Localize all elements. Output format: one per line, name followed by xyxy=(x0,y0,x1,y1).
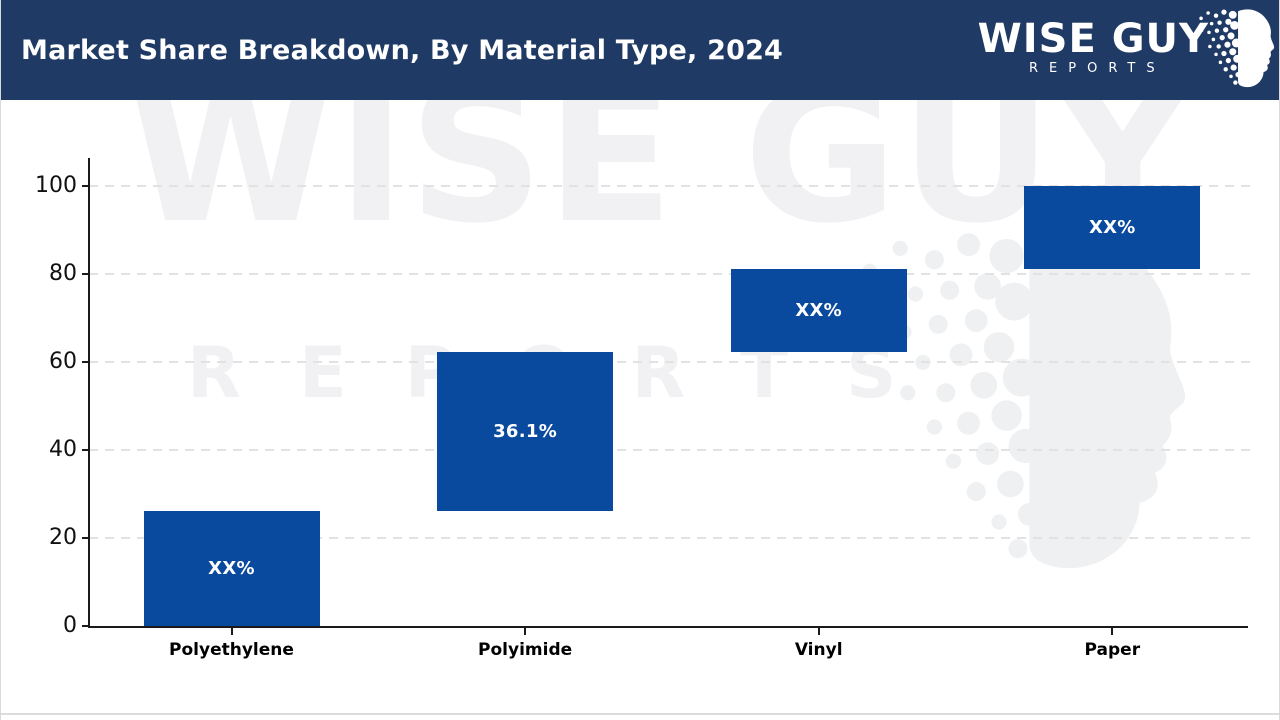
y-tick-label-0: 0 xyxy=(63,613,77,638)
y-tick-label-20: 20 xyxy=(49,525,77,550)
gridline-y20 xyxy=(89,537,1253,539)
bar-polyimide: 36.1% xyxy=(437,352,614,512)
bar-value-label-paper: XX% xyxy=(1088,217,1136,239)
logo-reports-text: REPORTS xyxy=(1029,61,1166,76)
bar-value-label-vinyl: XX% xyxy=(795,300,843,322)
category-label-polyethylene: Polyethylene xyxy=(169,640,294,660)
gridline-y100 xyxy=(89,185,1253,187)
x-tick-mark-polyethylene xyxy=(230,628,233,635)
x-tick-mark-polyimide xyxy=(524,628,527,635)
logo-text: WISE GUY REPORTS xyxy=(978,18,1209,76)
y-tick-mark-60 xyxy=(82,361,89,363)
y-tick-mark-20 xyxy=(82,537,89,539)
y-tick-label-100: 100 xyxy=(35,173,77,198)
header-banner: Market Share Breakdown, By Material Type… xyxy=(1,0,1279,100)
y-tick-label-40: 40 xyxy=(49,437,77,462)
wiseguy-logo: WISE GUY REPORTS xyxy=(978,4,1275,96)
y-tick-mark-100 xyxy=(82,185,89,187)
footer-divider xyxy=(1,713,1279,715)
y-tick-mark-0 xyxy=(82,625,89,627)
bar-value-label-polyethylene: XX% xyxy=(208,558,255,580)
category-label-paper: Paper xyxy=(1084,640,1141,660)
x-tick-mark-paper xyxy=(1111,628,1114,635)
y-tick-label-80: 80 xyxy=(49,261,77,286)
bar-vinyl: XX% xyxy=(730,269,907,353)
y-tick-mark-80 xyxy=(82,273,89,275)
category-label-vinyl: Vinyl xyxy=(794,640,843,660)
x-axis-line xyxy=(88,626,1248,628)
y-tick-mark-40 xyxy=(82,449,89,451)
gridline-y40 xyxy=(89,449,1253,451)
bar-polyethylene: XX% xyxy=(143,511,320,626)
waterfall-chart: WISE GUY REPORTS 020406080100XX%Polyethy… xyxy=(1,62,1279,714)
x-tick-mark-vinyl xyxy=(817,628,820,635)
gridline-y60 xyxy=(89,361,1253,363)
y-tick-label-60: 60 xyxy=(49,349,77,374)
category-label-polyimide: Polyimide xyxy=(478,640,573,660)
page-title: Market Share Breakdown, By Material Type… xyxy=(21,35,784,66)
gridline-y80 xyxy=(89,273,1253,275)
bar-paper: XX% xyxy=(1024,186,1201,270)
logo-wordmark: WISE GUY xyxy=(977,16,1209,62)
wiseguy-head-logo-icon xyxy=(1199,9,1275,88)
y-axis-line xyxy=(88,158,90,628)
bar-value-label-polyimide: 36.1% xyxy=(493,421,558,443)
